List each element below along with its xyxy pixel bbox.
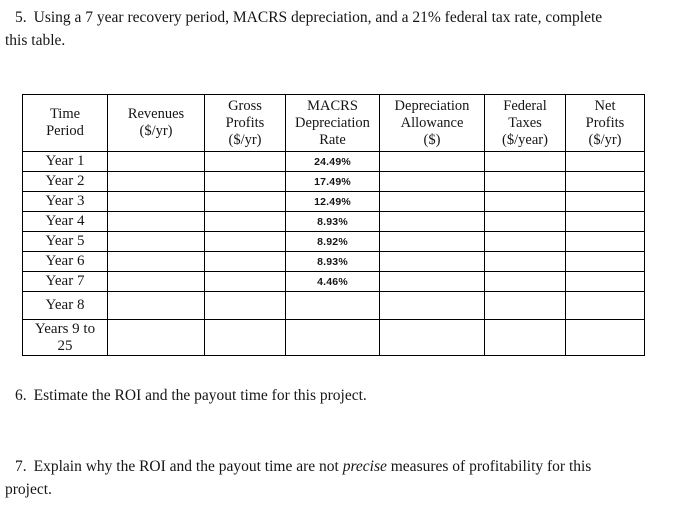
cell-net-profits — [565, 319, 645, 356]
table-row-year-1: Year 1 24.49% — [22, 151, 645, 172]
cell-revenues — [107, 171, 205, 192]
problem-6-text: Estimate the ROI and the payout time for… — [33, 387, 367, 404]
problem-5-number: 5. — [15, 9, 27, 26]
cell-federal-taxes — [484, 171, 566, 192]
cell-gross-profits — [204, 319, 286, 356]
cell-federal-taxes — [484, 191, 566, 212]
cell-depreciation-allowance — [379, 319, 485, 356]
cell-period: Year 8 — [22, 291, 108, 320]
cell-macrs-rate — [285, 319, 380, 356]
cell-net-profits — [565, 211, 645, 232]
cell-period: Year 4 — [22, 211, 108, 232]
problem-5-line1: Using a 7 year recovery period, MACRS de… — [33, 9, 603, 26]
table-row-year-4: Year 4 8.93% — [22, 211, 645, 232]
cell-period: Year 6 — [22, 251, 108, 272]
cell-depreciation-allowance — [379, 191, 485, 212]
problem-7-line2: project. — [5, 481, 52, 498]
cell-macrs-rate — [285, 291, 380, 320]
cell-macrs-rate: 8.92% — [285, 231, 380, 252]
cell-period: Year 5 — [22, 231, 108, 252]
cell-gross-profits — [204, 271, 286, 292]
cell-depreciation-allowance — [379, 291, 485, 320]
cell-macrs-rate: 12.49% — [285, 191, 380, 212]
cell-revenues — [107, 271, 205, 292]
cell-depreciation-allowance — [379, 151, 485, 172]
table-row-year-2: Year 2 17.49% — [22, 171, 645, 192]
table-row-year-6: Year 6 8.93% — [22, 251, 645, 272]
cell-federal-taxes — [484, 291, 566, 320]
cell-gross-profits — [204, 211, 286, 232]
cell-federal-taxes — [484, 231, 566, 252]
cell-period: Year 7 — [22, 271, 108, 292]
problem-5-line2: this table. — [5, 32, 66, 49]
cell-period: Year 1 — [22, 151, 108, 172]
col-header-revenues: Revenues ($/yr) — [107, 94, 205, 152]
col-header-depreciation-allowance: Depreciation Allowance ($) — [379, 94, 485, 152]
col-header-time-period: Time Period — [22, 94, 108, 152]
cell-revenues — [107, 291, 205, 320]
cell-macrs-rate: 8.93% — [285, 251, 380, 272]
cell-depreciation-allowance — [379, 231, 485, 252]
cell-period: Year 2 — [22, 171, 108, 192]
cell-revenues — [107, 151, 205, 172]
cell-federal-taxes — [484, 251, 566, 272]
table-row-year-7: Year 7 4.46% — [22, 271, 645, 292]
cell-net-profits — [565, 251, 645, 272]
problem-6-number: 6. — [15, 387, 27, 404]
cell-gross-profits — [204, 171, 286, 192]
cell-period: Years 9 to 25 — [22, 319, 108, 356]
col-header-macrs-rate: MACRS Depreciation Rate — [285, 94, 380, 152]
cell-macrs-rate: 4.46% — [285, 271, 380, 292]
cell-federal-taxes — [484, 271, 566, 292]
cell-net-profits — [565, 271, 645, 292]
cell-macrs-rate: 17.49% — [285, 171, 380, 192]
cell-net-profits — [565, 151, 645, 172]
problem-7-line1-end: measures of profitability for this — [386, 458, 592, 475]
cell-revenues — [107, 191, 205, 212]
cell-net-profits — [565, 191, 645, 212]
problem-7-line1-start: Explain why the ROI and the payout time … — [33, 458, 343, 475]
cell-net-profits — [565, 291, 645, 320]
cell-period: Year 3 — [22, 191, 108, 212]
cell-federal-taxes — [484, 211, 566, 232]
cell-depreciation-allowance — [379, 211, 485, 232]
cell-macrs-rate: 24.49% — [285, 151, 380, 172]
cell-gross-profits — [204, 151, 286, 172]
cell-gross-profits — [204, 231, 286, 252]
problem-7: 7. Explain why the ROI and the payout tim… — [5, 455, 670, 501]
cell-gross-profits — [204, 251, 286, 272]
table-row-year-8: Year 8 — [22, 291, 645, 320]
cell-gross-profits — [204, 291, 286, 320]
cell-revenues — [107, 211, 205, 232]
cell-depreciation-allowance — [379, 251, 485, 272]
problem-5: 5. Using a 7 year recovery period, MACRS … — [5, 6, 670, 52]
problem-7-italic-word: precise — [342, 458, 387, 475]
cell-net-profits — [565, 231, 645, 252]
table-header-row: Time Period Revenues ($/yr) Gross Profit… — [22, 94, 645, 152]
table-row-year-5: Year 5 8.92% — [22, 231, 645, 252]
problem-6: 6. Estimate the ROI and the payout time f… — [5, 384, 670, 407]
cell-net-profits — [565, 171, 645, 192]
col-header-gross-profits: Gross Profits ($/yr) — [204, 94, 286, 152]
col-header-net-profits: Net Profits ($/yr) — [565, 94, 645, 152]
problem-7-number: 7. — [15, 458, 27, 475]
table-row-year-3: Year 3 12.49% — [22, 191, 645, 212]
cell-gross-profits — [204, 191, 286, 212]
cell-depreciation-allowance — [379, 171, 485, 192]
cell-revenues — [107, 251, 205, 272]
cell-federal-taxes — [484, 151, 566, 172]
macrs-depreciation-table: Time Period Revenues ($/yr) Gross Profit… — [22, 94, 645, 356]
cell-revenues — [107, 231, 205, 252]
col-header-federal-taxes: Federal Taxes ($/year) — [484, 94, 566, 152]
table-row-years-9-to-25: Years 9 to 25 — [22, 319, 645, 356]
cell-depreciation-allowance — [379, 271, 485, 292]
cell-federal-taxes — [484, 319, 566, 356]
cell-revenues — [107, 319, 205, 356]
cell-macrs-rate: 8.93% — [285, 211, 380, 232]
